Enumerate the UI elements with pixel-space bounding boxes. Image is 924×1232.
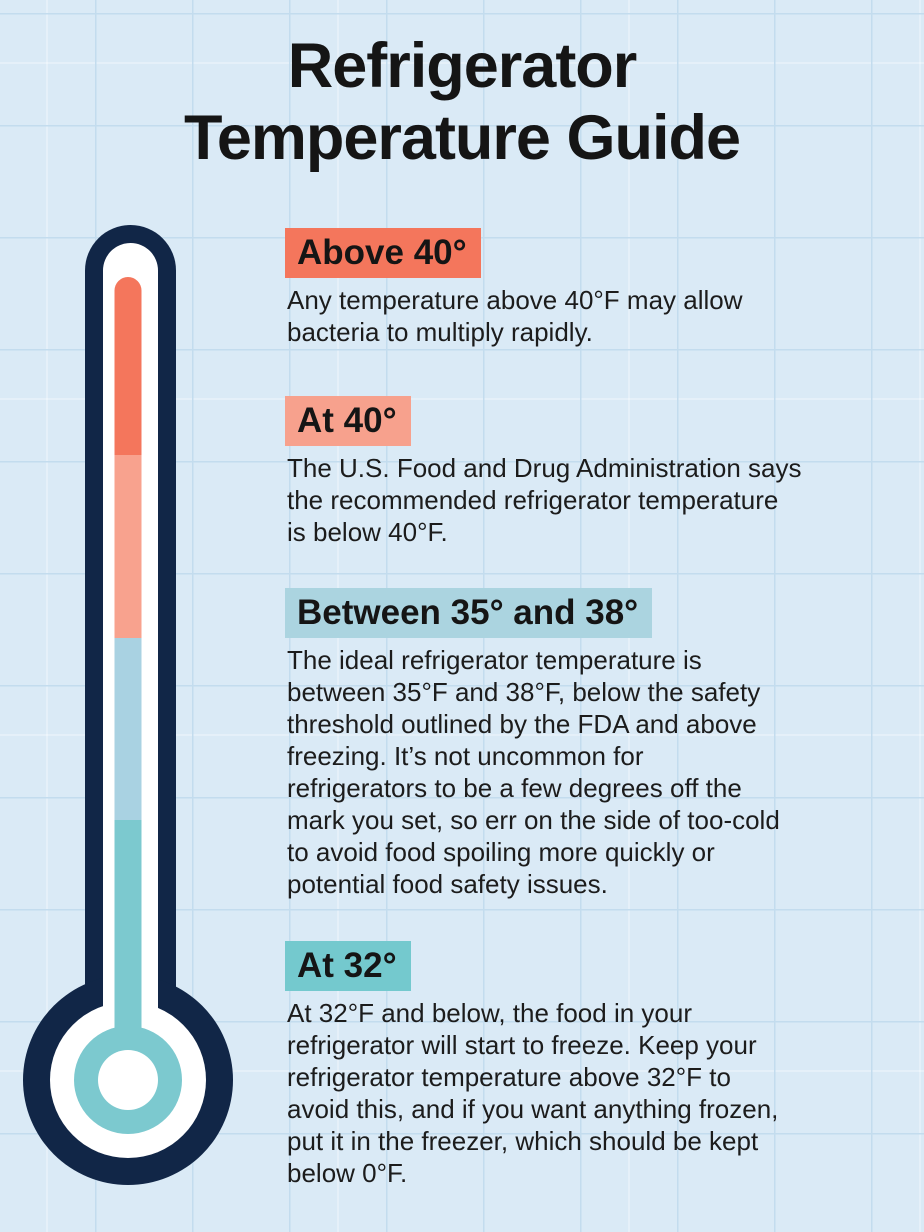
tube-segment-above-40 bbox=[114, 277, 142, 455]
section-above-40: Above 40° Any temperature above 40°F may… bbox=[285, 228, 895, 348]
section-at-40-body: The U.S. Food and Drug Administration sa… bbox=[287, 453, 802, 547]
section-at-32: At 32° At 32°F and below, the food in yo… bbox=[285, 941, 895, 1189]
section-at-32-badge: At 32° bbox=[285, 941, 411, 991]
page-title: Refrigerator Temperature Guide bbox=[0, 30, 924, 174]
tube-segment-at-40 bbox=[114, 455, 142, 638]
section-at-40: At 40° The U.S. Food and Drug Administra… bbox=[285, 396, 895, 548]
section-at-32-body: At 32°F and below, the food in your refr… bbox=[287, 998, 779, 1188]
page-title-line2: Temperature Guide bbox=[184, 103, 741, 173]
section-between-35-and-38: Between 35° and 38° The ideal refrigerat… bbox=[285, 588, 895, 900]
tube-segment-at-32 bbox=[114, 820, 142, 1047]
section-between-35-and-38-body: The ideal refrigerator temperature is be… bbox=[287, 645, 780, 899]
page-title-line1: Refrigerator bbox=[287, 31, 638, 101]
tube-segment-between-35-38 bbox=[114, 638, 142, 820]
section-at-40-badge: At 40° bbox=[285, 396, 411, 446]
section-between-35-and-38-badge: Between 35° and 38° bbox=[285, 588, 653, 638]
thermometer-bulb-hole bbox=[98, 1050, 158, 1110]
section-above-40-body: Any temperature above 40°F may allow bac… bbox=[287, 285, 743, 347]
section-above-40-badge: Above 40° bbox=[285, 228, 481, 278]
